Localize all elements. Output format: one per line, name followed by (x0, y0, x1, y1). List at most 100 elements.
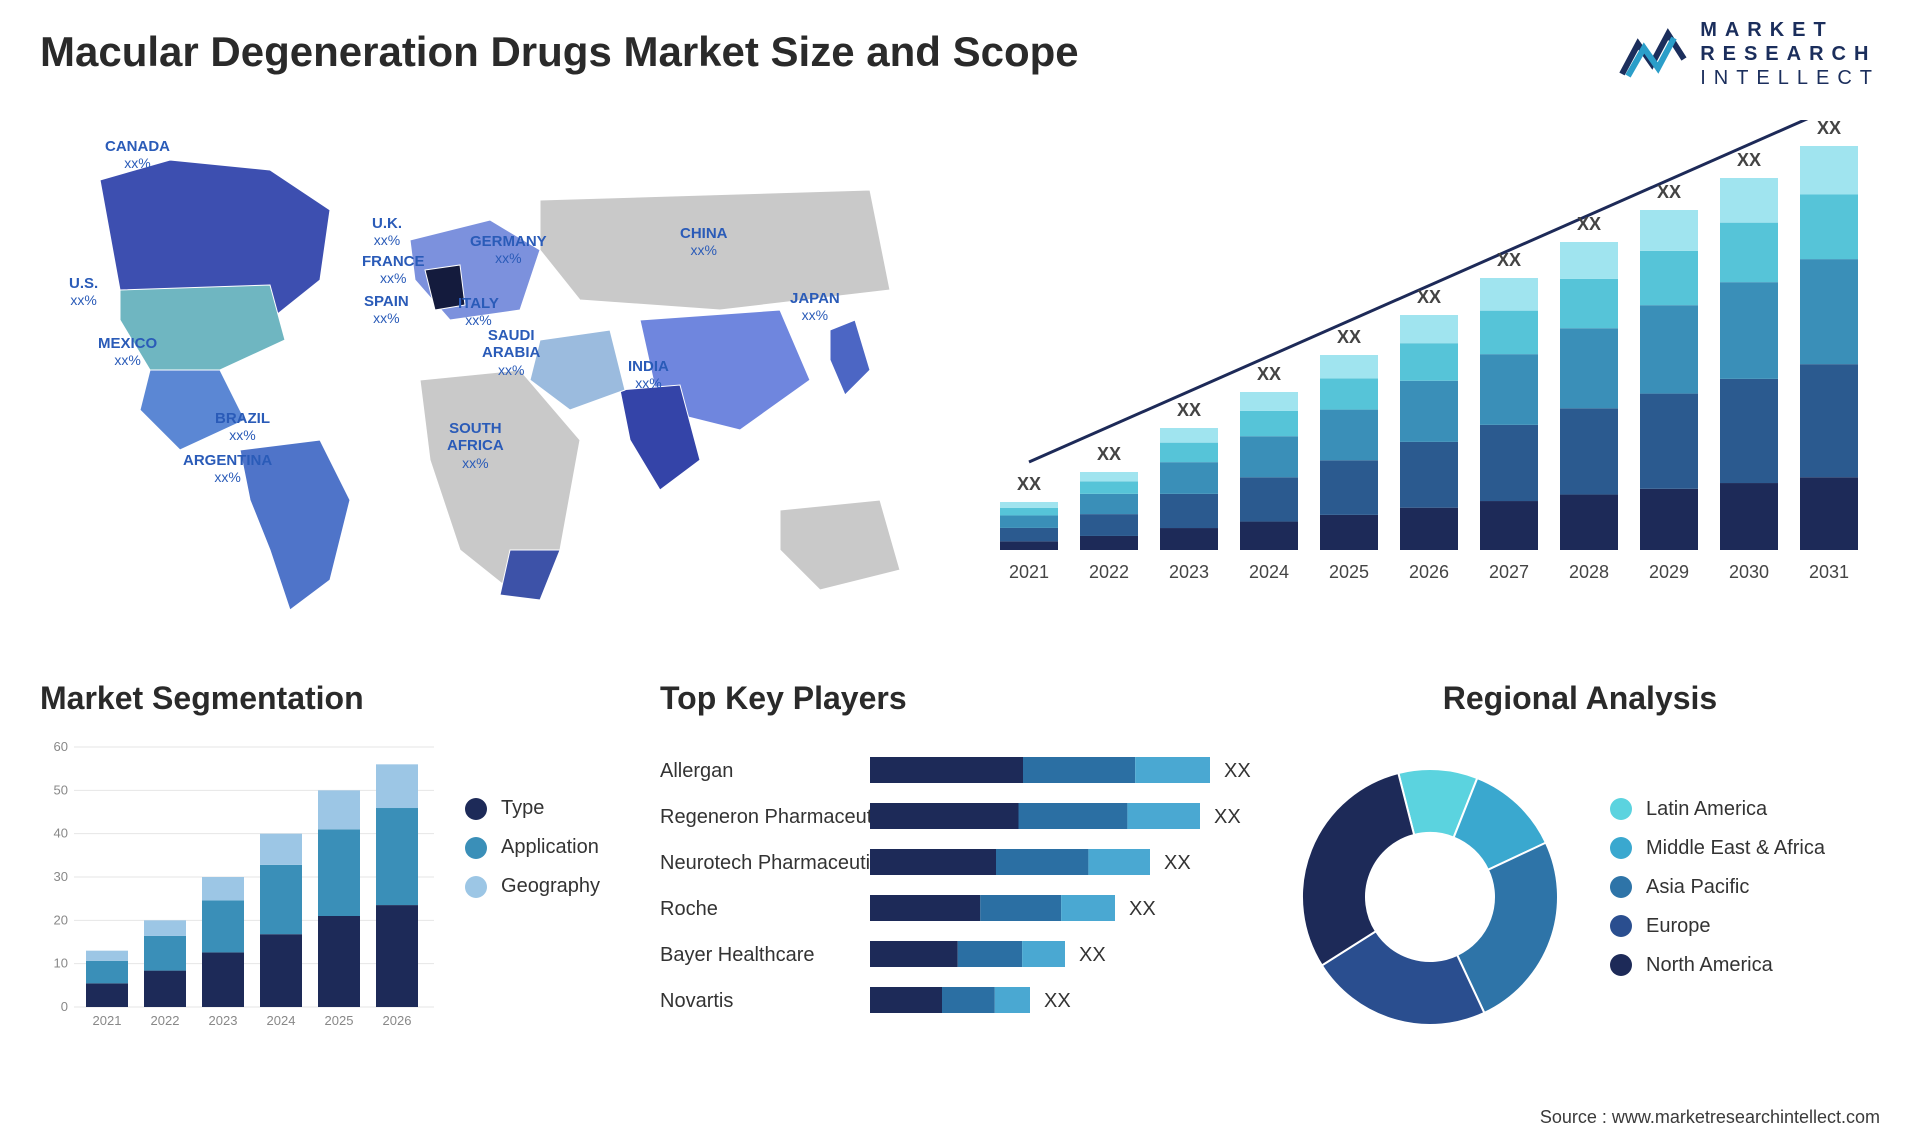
source-citation: Source : www.marketresearchintellect.com (1540, 1107, 1880, 1128)
svg-text:2026: 2026 (383, 1013, 412, 1028)
legend-swatch (1610, 954, 1632, 976)
main-bar-chart: XX 2021 XX 2022 XX 2023 XX 2024 XX 2025 XX 2026 XX 20… (980, 120, 1880, 620)
svg-text:XX: XX (1737, 150, 1761, 170)
legend-item: Asia Pacific (1610, 876, 1825, 899)
svg-text:XX: XX (1044, 990, 1071, 1012)
svg-text:2022: 2022 (151, 1013, 180, 1028)
svg-text:Neurotech Pharmaceuticals: Neurotech Pharmaceuticals (660, 852, 906, 874)
svg-text:50: 50 (54, 782, 68, 797)
svg-text:Bayer Healthcare: Bayer Healthcare (660, 944, 815, 966)
legend-item: Europe (1610, 915, 1825, 938)
map-label: ARGENTINAxx% (183, 452, 272, 485)
map-label: GERMANYxx% (470, 233, 547, 266)
svg-text:XX: XX (1657, 182, 1681, 202)
logo-icon (1618, 24, 1688, 84)
svg-text:10: 10 (54, 956, 68, 971)
map-label: JAPANxx% (790, 290, 840, 323)
svg-text:2027: 2027 (1489, 562, 1529, 582)
players-chart: AllerganXXRegeneron PharmaceuticalsXXNeu… (660, 737, 1280, 1057)
regional-section: Regional Analysis Latin America Middle Ea… (1280, 680, 1880, 1047)
svg-text:XX: XX (1079, 944, 1106, 966)
segmentation-title: Market Segmentation (40, 680, 600, 717)
regional-legend: Latin America Middle East & Africa Asia Pa… (1610, 798, 1825, 977)
svg-text:XX: XX (1224, 760, 1251, 782)
map-label: SOUTHAFRICAxx% (447, 420, 504, 471)
svg-text:2024: 2024 (1249, 562, 1289, 582)
legend-item: Type (465, 797, 600, 820)
svg-text:2023: 2023 (1169, 562, 1209, 582)
svg-text:0: 0 (61, 999, 68, 1014)
svg-text:XX: XX (1337, 327, 1361, 347)
svg-text:Roche: Roche (660, 898, 718, 920)
legend-label: Middle East & Africa (1646, 837, 1825, 860)
svg-text:Novartis: Novartis (660, 990, 733, 1012)
legend-label: Geography (501, 875, 600, 898)
svg-text:XX: XX (1577, 214, 1601, 234)
svg-text:2030: 2030 (1729, 562, 1769, 582)
regional-donut (1280, 727, 1580, 1047)
svg-text:XX: XX (1129, 898, 1156, 920)
map-label: CHINAxx% (680, 225, 728, 258)
map-svg (20, 120, 940, 640)
segmentation-chart: 0 10 20 30 40 50 60 2021 2022 2023 2024 2025 2026 (40, 737, 435, 1037)
legend-item: North America (1610, 954, 1825, 977)
legend-swatch (465, 876, 487, 898)
segmentation-section: Market Segmentation 0 10 20 30 40 50 60 2021 202… (40, 680, 600, 1037)
svg-text:2026: 2026 (1409, 562, 1449, 582)
svg-text:2029: 2029 (1649, 562, 1689, 582)
legend-item: Latin America (1610, 798, 1825, 821)
legend-label: North America (1646, 954, 1773, 977)
svg-text:2021: 2021 (1009, 562, 1049, 582)
svg-text:XX: XX (1164, 852, 1191, 874)
logo-text: MARKET RESEARCH INTELLECT (1700, 18, 1880, 90)
map-label: FRANCExx% (362, 253, 425, 286)
svg-text:XX: XX (1257, 364, 1281, 384)
svg-text:2021: 2021 (93, 1013, 122, 1028)
svg-text:XX: XX (1177, 400, 1201, 420)
map-label: U.S.xx% (69, 275, 98, 308)
svg-text:2022: 2022 (1089, 562, 1129, 582)
legend-item: Middle East & Africa (1610, 837, 1825, 860)
legend-label: Europe (1646, 915, 1711, 938)
svg-text:XX: XX (1817, 120, 1841, 138)
svg-text:XX: XX (1214, 806, 1241, 828)
svg-text:40: 40 (54, 826, 68, 841)
svg-text:30: 30 (54, 869, 68, 884)
legend-item: Application (465, 836, 600, 859)
map-label: INDIAxx% (628, 358, 669, 391)
svg-text:2024: 2024 (267, 1013, 296, 1028)
map-label: MEXICOxx% (98, 335, 157, 368)
svg-text:60: 60 (54, 739, 68, 754)
legend-swatch (465, 798, 487, 820)
svg-text:XX: XX (1417, 287, 1441, 307)
map-label: CANADAxx% (105, 138, 170, 171)
segmentation-legend: Type Application Geography (465, 797, 600, 898)
world-map: CANADAxx%U.S.xx%MEXICOxx%BRAZILxx%ARGENT… (20, 120, 940, 640)
svg-text:2023: 2023 (209, 1013, 238, 1028)
regional-title: Regional Analysis (1280, 680, 1880, 717)
svg-text:XX: XX (1017, 474, 1041, 494)
legend-label: Type (501, 797, 544, 820)
logo: MARKET RESEARCH INTELLECT (1618, 18, 1880, 90)
main-bar-svg: XX 2021 XX 2022 XX 2023 XX 2024 XX 2025 XX 2026 XX 20… (980, 120, 1880, 620)
page-title: Macular Degeneration Drugs Market Size a… (40, 28, 1079, 76)
svg-text:20: 20 (54, 912, 68, 927)
svg-text:XX: XX (1097, 444, 1121, 464)
players-section: Top Key Players AllerganXXRegeneron Phar… (660, 680, 1220, 1062)
svg-text:2028: 2028 (1569, 562, 1609, 582)
legend-swatch (1610, 798, 1632, 820)
map-label: SPAINxx% (364, 293, 409, 326)
players-title: Top Key Players (660, 680, 1220, 717)
map-label: U.K.xx% (372, 215, 402, 248)
legend-swatch (1610, 915, 1632, 937)
svg-text:2031: 2031 (1809, 562, 1849, 582)
svg-text:2025: 2025 (1329, 562, 1369, 582)
legend-swatch (1610, 876, 1632, 898)
svg-text:2025: 2025 (325, 1013, 354, 1028)
legend-swatch (465, 837, 487, 859)
legend-label: Latin America (1646, 798, 1767, 821)
map-label: ITALYxx% (458, 295, 499, 328)
legend-swatch (1610, 837, 1632, 859)
svg-text:Allergan: Allergan (660, 760, 733, 782)
svg-text:XX: XX (1497, 250, 1521, 270)
